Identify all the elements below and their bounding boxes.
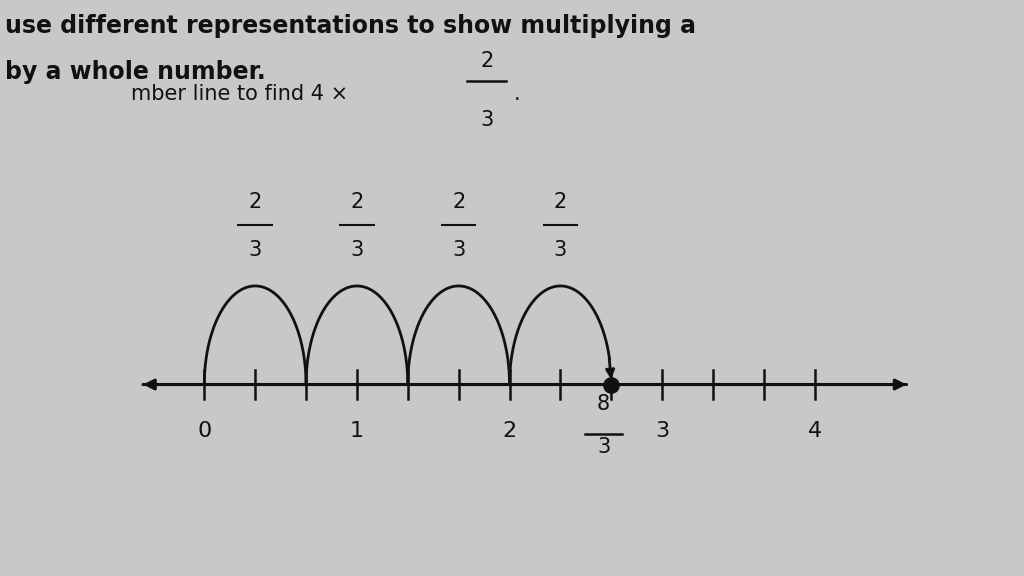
Text: 0: 0 (198, 420, 211, 441)
Text: 2: 2 (249, 192, 262, 212)
Text: 8: 8 (597, 394, 610, 414)
Text: 2: 2 (503, 420, 516, 441)
Text: 2: 2 (480, 51, 494, 71)
Text: by a whole number.: by a whole number. (5, 60, 266, 85)
Text: 1: 1 (350, 420, 364, 441)
Text: 3: 3 (480, 110, 494, 130)
Text: 2: 2 (452, 192, 465, 212)
Text: 2: 2 (350, 192, 364, 212)
Text: 3: 3 (554, 240, 567, 260)
Text: mber line to find 4 ×: mber line to find 4 × (131, 84, 354, 104)
Text: 3: 3 (249, 240, 262, 260)
Text: 2: 2 (554, 192, 567, 212)
Text: .: . (514, 84, 521, 104)
Text: 4: 4 (808, 420, 822, 441)
Text: 3: 3 (597, 437, 610, 457)
Text: use different representations to show multiplying a: use different representations to show mu… (5, 14, 696, 39)
Text: 3: 3 (350, 240, 364, 260)
Text: 3: 3 (452, 240, 465, 260)
Text: 3: 3 (655, 420, 670, 441)
